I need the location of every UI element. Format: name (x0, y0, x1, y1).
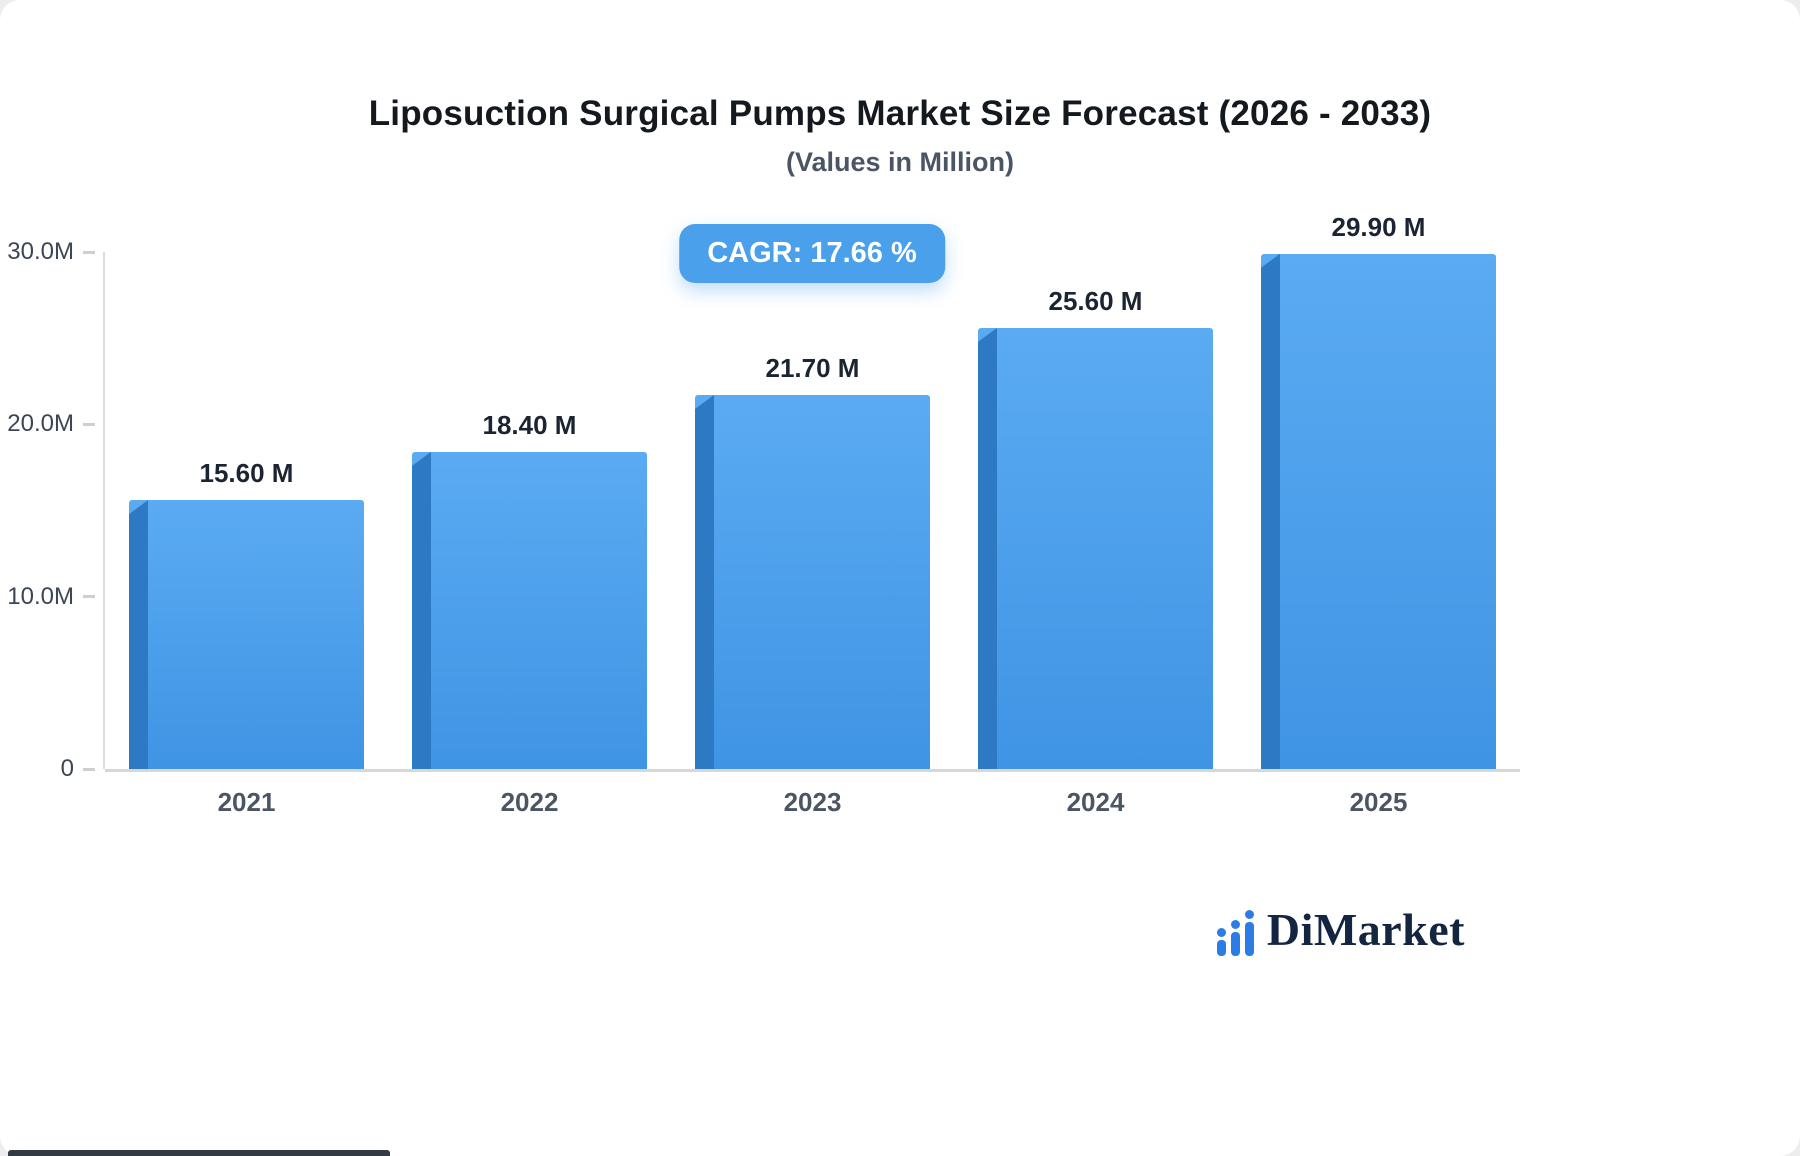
chart-title: Liposuction Surgical Pumps Market Size F… (368, 94, 1432, 133)
y-tick: 20.0M (7, 410, 95, 438)
bar (978, 327, 1213, 769)
bar-3d-edge (1261, 253, 1280, 769)
y-tick-label: 20.0M (7, 410, 74, 438)
logo-icon-column (1216, 927, 1226, 956)
logo-dot (1216, 927, 1226, 937)
y-tick: 30.0M (7, 238, 95, 266)
bar (412, 451, 647, 769)
bar-chart-icon (1216, 904, 1254, 956)
bars: 15.60 M 18.40 M 21.70 M 25.60 M 29.90 M (105, 212, 1520, 769)
cagr-label: CAGR: 17.66 % (707, 237, 917, 269)
y-tick-mark (83, 250, 95, 254)
bar-3d-edge (695, 395, 714, 769)
bottom-edge-artifact (8, 1150, 390, 1156)
dimarket-logo: DiMarket (1216, 903, 1465, 956)
y-tick: 10.0M (7, 583, 95, 611)
logo-bar (1244, 921, 1254, 956)
x-axis-label: 2023 (783, 787, 842, 817)
y-tick: 0 (61, 755, 95, 783)
bar-3d-edge (129, 500, 148, 769)
y-tick-label: 30.0M (7, 238, 74, 265)
bar-group: 29.90 M (1261, 212, 1496, 769)
logo-bar (1216, 939, 1226, 956)
bar (129, 500, 364, 769)
y-tick-mark (83, 422, 95, 426)
bar-value-label: 18.40 M (482, 409, 577, 440)
x-axis-label: 2024 (1066, 787, 1125, 817)
logo-dot (1244, 909, 1254, 919)
bar-value-label: 15.60 M (199, 458, 294, 489)
bar-3d-edge (412, 451, 431, 769)
y-tick-label: 10.0M (7, 582, 74, 610)
y-tick-label: 0 (60, 755, 74, 782)
bar-value-label: 21.70 M (765, 353, 860, 384)
x-axis-label: 2021 (217, 787, 276, 817)
bar-3d-edge (978, 327, 997, 769)
y-tick-mark (83, 767, 95, 771)
logo-icon-column (1244, 909, 1254, 956)
cagr-badge: CAGR: 17.66 % (679, 224, 945, 283)
y-axis: 0 10.0M 20.0M 30.0M (0, 238, 95, 782)
bar-group: 25.60 M (978, 286, 1213, 769)
bar-group: 21.70 M (695, 353, 930, 769)
x-axis-label: 2025 (1349, 787, 1408, 817)
bar (695, 395, 930, 769)
y-tick-mark (83, 595, 95, 599)
logo-text: DiMarket (1266, 904, 1465, 955)
bar (1261, 253, 1496, 769)
logo-dot (1230, 919, 1240, 929)
bar-value-label: 29.90 M (1331, 211, 1426, 242)
x-axis-labels: 2021 2022 2023 2024 2025 (105, 787, 1520, 818)
chart-subtitle: (Values in Million) (785, 147, 1015, 177)
logo-bar (1230, 931, 1240, 956)
logo-icon-column (1230, 919, 1240, 956)
bar-group: 15.60 M (129, 458, 364, 769)
bar-value-label: 25.60 M (1048, 285, 1143, 316)
bar-group: 18.40 M (412, 410, 647, 769)
plot-area: 0 10.0M 20.0M 30.0M 15.60 M 18.40 M 21.70 M 25… (7, 212, 1520, 782)
x-axis-label: 2022 (500, 787, 559, 817)
